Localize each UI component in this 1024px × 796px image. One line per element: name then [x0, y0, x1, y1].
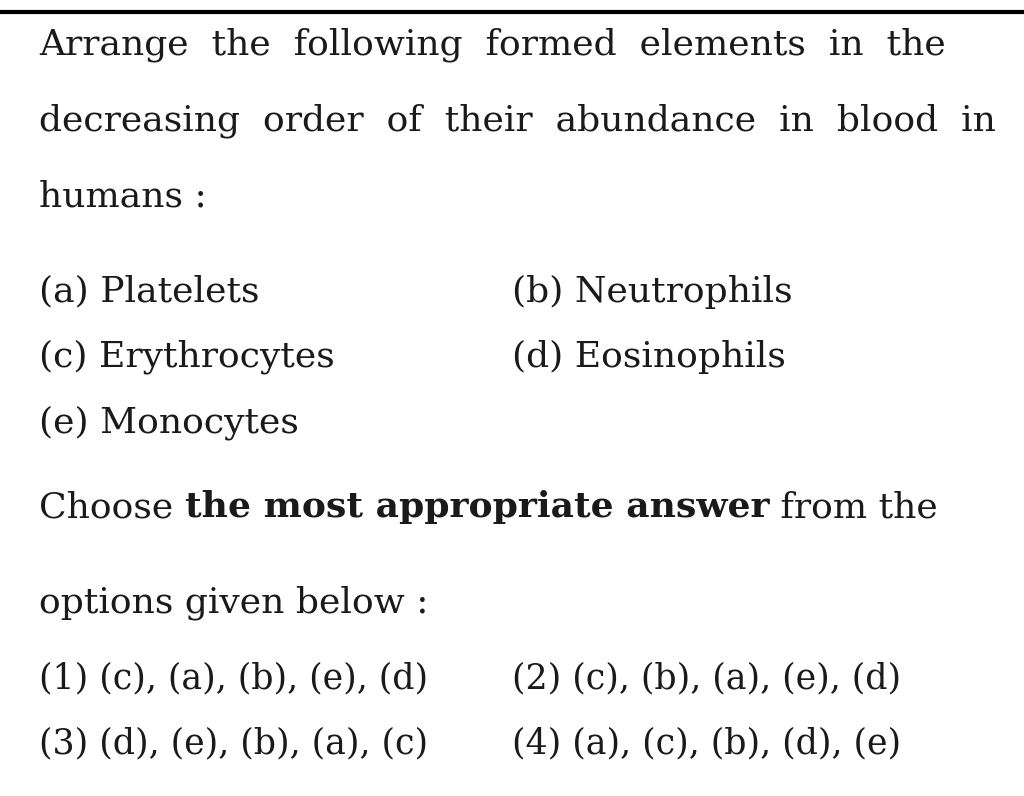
- Text: Choose: Choose: [39, 490, 184, 525]
- Text: decreasing  order  of  their  abundance  in  blood  in: decreasing order of their abundance in b…: [39, 103, 995, 138]
- Text: Arrange  the  following  formed  elements  in  the: Arrange the following formed elements in…: [39, 28, 945, 62]
- Text: (2) (c), (b), (a), (e), (d): (2) (c), (b), (a), (e), (d): [512, 661, 901, 696]
- Text: (c) Erythrocytes: (c) Erythrocytes: [39, 340, 335, 374]
- Text: (d) Eosinophils: (d) Eosinophils: [512, 340, 785, 374]
- Text: (b) Neutrophils: (b) Neutrophils: [512, 275, 793, 309]
- Text: (a) Platelets: (a) Platelets: [39, 275, 259, 309]
- Text: options given below :: options given below :: [39, 586, 428, 620]
- Text: (4) (a), (c), (b), (d), (e): (4) (a), (c), (b), (d), (e): [512, 727, 901, 761]
- Text: (1) (c), (a), (b), (e), (d): (1) (c), (a), (b), (e), (d): [39, 661, 428, 696]
- Text: (e) Monocytes: (e) Monocytes: [39, 405, 299, 439]
- Text: (3) (d), (e), (b), (a), (c): (3) (d), (e), (b), (a), (c): [39, 727, 428, 761]
- Text: humans :: humans :: [39, 179, 207, 213]
- Text: the most appropriate answer: the most appropriate answer: [184, 490, 769, 525]
- Text: from the: from the: [769, 490, 938, 525]
